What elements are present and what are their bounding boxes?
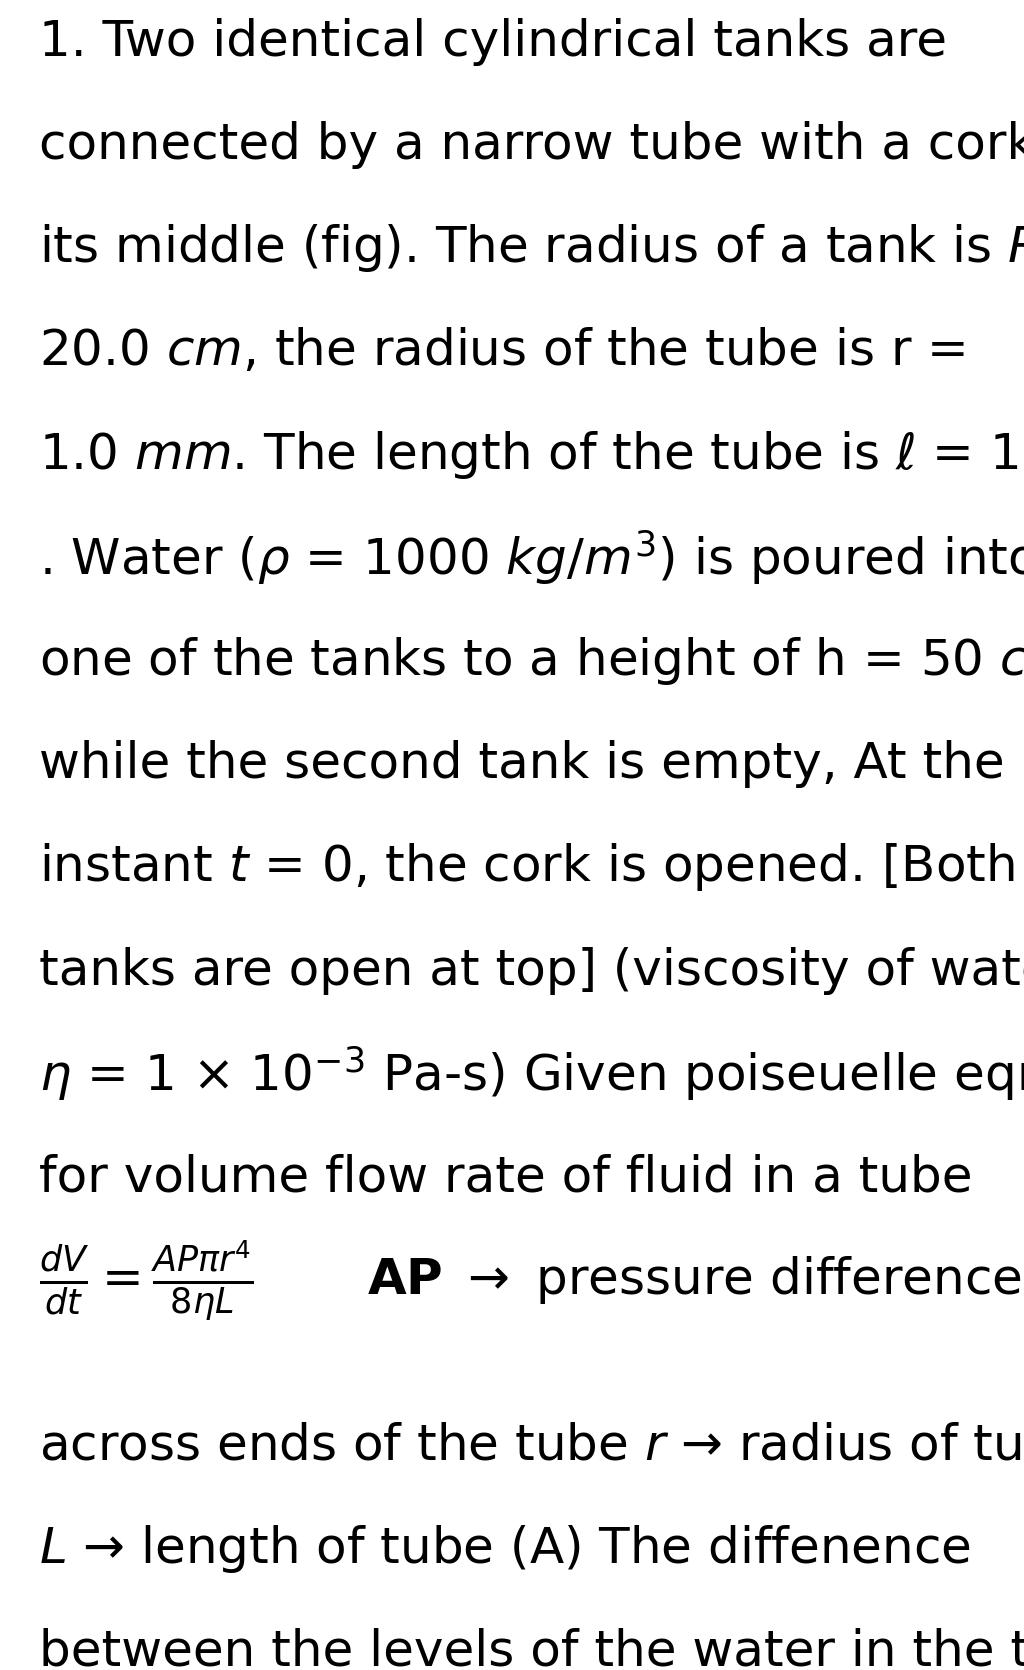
Text: its middle (fig). The radius of a tank is $\mathit{R}$ =: its middle (fig). The radius of a tank i… <box>39 222 1024 274</box>
Text: while the second tank is empty, At the: while the second tank is empty, At the <box>39 740 1005 788</box>
Text: $L$ → length of tube (A) The diffenence: $L$ → length of tube (A) The diffenence <box>39 1523 971 1575</box>
Text: across ends of the tube $r$ → radius of tube: across ends of the tube $r$ → radius of … <box>39 1421 1024 1470</box>
Text: . Water ($\rho$ = $\mathit{1000}$ $\mathit{kg/m^3}$) is poured into: . Water ($\rho$ = $\mathit{1000}$ $\math… <box>39 528 1024 588</box>
Text: $\mathbf{AP}$ $\rightarrow$ pressure difference: $\mathbf{AP}$ $\rightarrow$ pressure dif… <box>367 1254 1021 1306</box>
Text: instant $t$ = 0, the cork is opened. [Both the: instant $t$ = 0, the cork is opened. [Bo… <box>39 842 1024 893</box>
Text: $\frac{dV}{dt} = \frac{AP\pi r^4}{8\eta L}$: $\frac{dV}{dt} = \frac{AP\pi r^4}{8\eta … <box>39 1237 253 1323</box>
Text: 1. Two identical cylindrical tanks are: 1. Two identical cylindrical tanks are <box>39 18 947 65</box>
Text: between the levels of the water in the tanks: between the levels of the water in the t… <box>39 1628 1024 1670</box>
Text: $\mathit{20.0}$ $\mathit{cm}$, the radius of the tube is r =: $\mathit{20.0}$ $\mathit{cm}$, the radiu… <box>39 327 965 376</box>
Text: one of the tanks to a height of h = $\mathit{50}$ $\mathit{cm}$,: one of the tanks to a height of h = $\ma… <box>39 635 1024 686</box>
Text: connected by a narrow tube with a cork at: connected by a narrow tube with a cork a… <box>39 120 1024 169</box>
Text: tanks are open at top] (viscosity of water: tanks are open at top] (viscosity of wat… <box>39 947 1024 995</box>
Text: for volume flow rate of fluid in a tube: for volume flow rate of fluid in a tube <box>39 1152 973 1201</box>
Text: $\eta$ = 1 $\times$ 10$^{-3}$ Pa-s) Given poiseuelle eqn: $\eta$ = 1 $\times$ 10$^{-3}$ Pa-s) Give… <box>39 1044 1024 1104</box>
Text: $\mathit{1.0}$ $\mathit{mm}$. The length of the tube is $\ell$ = 1 m: $\mathit{1.0}$ $\mathit{mm}$. The length… <box>39 429 1024 481</box>
